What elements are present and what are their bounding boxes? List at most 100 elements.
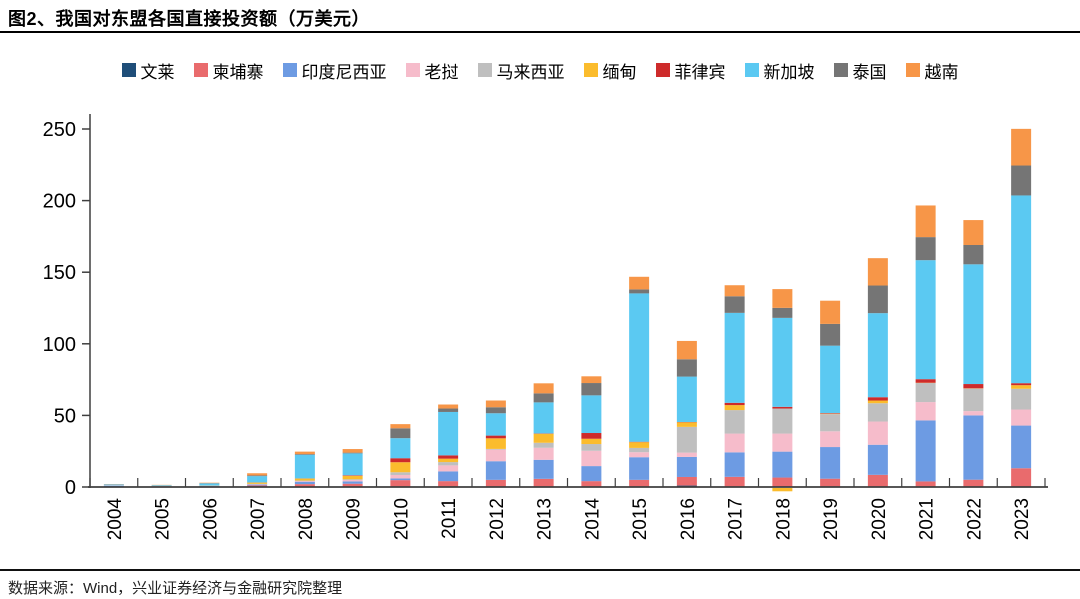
bar-2009 — [342, 449, 363, 487]
bar-segment — [915, 383, 936, 403]
bar-segment — [915, 420, 936, 482]
bar-segment — [1011, 425, 1032, 469]
bar-segment — [629, 289, 650, 294]
bar-segment — [342, 452, 363, 454]
y-tick-label: 250 — [43, 119, 76, 141]
bar-segment — [820, 323, 841, 346]
legend-item-5: 缅甸 — [583, 58, 637, 83]
bar-segment — [247, 475, 268, 477]
bar-segment — [915, 379, 936, 383]
bar-segment — [438, 481, 459, 487]
x-year-label: 2022 — [964, 498, 985, 540]
bar-segment — [247, 476, 268, 483]
bar-segment — [676, 452, 697, 457]
legend-item-0: 文莱 — [121, 58, 175, 83]
bar-segment — [820, 414, 841, 432]
bar-segment — [390, 458, 411, 463]
legend-item-3: 老挝 — [405, 58, 459, 83]
bar-segment — [867, 444, 888, 475]
bar-segment — [915, 237, 936, 261]
legend-label: 柬埔寨 — [212, 62, 264, 82]
bar-segment — [342, 475, 363, 480]
bar-segment — [867, 403, 888, 422]
bar-segment — [963, 388, 984, 412]
bar-segment — [581, 450, 602, 467]
bar-segment — [581, 376, 602, 384]
bar-segment — [676, 456, 697, 477]
bar-segment — [485, 407, 506, 414]
bar-2014 — [581, 376, 602, 487]
bar-segment — [485, 438, 506, 449]
bar-segment — [103, 484, 124, 486]
bar-2008 — [294, 451, 315, 487]
bar-segment — [963, 384, 984, 389]
bar-segment — [676, 376, 697, 422]
legend-swatch — [744, 63, 759, 77]
bar-segment — [485, 435, 506, 439]
legend-swatch — [583, 63, 598, 77]
legend-label: 马来西亚 — [496, 62, 565, 82]
bar-segment — [485, 449, 506, 462]
x-year-label: 2004 — [105, 498, 126, 541]
bar-segment — [342, 479, 363, 482]
bar-segment — [820, 447, 841, 479]
bar-segment — [915, 205, 936, 238]
legend-item-9: 越南 — [905, 58, 959, 83]
bar-2012 — [485, 400, 506, 487]
bar-segment — [342, 453, 363, 476]
data-source: 数据来源：Wind，兴业证券经济与金融研究院整理 — [8, 580, 343, 597]
x-year-label: 2013 — [535, 498, 556, 540]
x-year-label: 2008 — [296, 498, 317, 540]
bar-segment — [867, 474, 888, 487]
bar-segment — [676, 340, 697, 360]
bar-segment — [772, 289, 793, 308]
x-year-label: 2010 — [391, 498, 412, 540]
legend-item-2: 印度尼西亚 — [282, 58, 387, 83]
x-year-label: 2018 — [773, 498, 794, 540]
legend-item-7: 新加坡 — [744, 58, 815, 83]
bar-segment — [1011, 165, 1032, 196]
bar-segment — [294, 484, 315, 487]
bar-segment — [772, 488, 793, 492]
bar-segment — [724, 410, 745, 434]
legend-item-1: 柬埔寨 — [193, 58, 264, 83]
bar-segment — [581, 466, 602, 482]
bar-segment — [438, 411, 459, 456]
bar-segment — [676, 359, 697, 377]
bar-segment — [581, 433, 602, 439]
footer-rule — [0, 569, 1080, 571]
x-year-label: 2023 — [1012, 498, 1033, 540]
x-year-label: 2005 — [153, 498, 174, 540]
bar-segment — [247, 482, 268, 484]
bar-segment — [867, 285, 888, 314]
bar-segment — [963, 479, 984, 487]
legend-label: 缅甸 — [602, 62, 637, 82]
bar-segment — [342, 481, 363, 484]
bar-segment — [485, 448, 506, 450]
bar-segment — [533, 393, 554, 403]
bar-segment — [820, 431, 841, 448]
bar-segment — [724, 476, 745, 487]
bar-segment — [867, 258, 888, 286]
bar-segment — [1011, 128, 1032, 166]
bar-segment — [390, 438, 411, 459]
bar-segment — [438, 462, 459, 466]
x-year-label: 2014 — [582, 498, 603, 541]
bar-segment — [676, 422, 697, 427]
bar-segment — [390, 472, 411, 475]
bar-segment — [342, 483, 363, 487]
bar-segment — [820, 478, 841, 487]
bar-segment — [438, 465, 459, 472]
bar-segment — [533, 442, 554, 448]
bar-segment — [676, 426, 697, 453]
bar-segment — [1011, 388, 1032, 410]
bar-segment — [963, 411, 984, 416]
x-year-label: 2020 — [869, 498, 890, 540]
legend-swatch — [833, 63, 848, 77]
bar-segment — [772, 451, 793, 478]
bar-segment — [342, 475, 363, 476]
bar-segment — [772, 406, 793, 409]
bar-segment — [724, 433, 745, 453]
bar-segment — [629, 442, 650, 448]
